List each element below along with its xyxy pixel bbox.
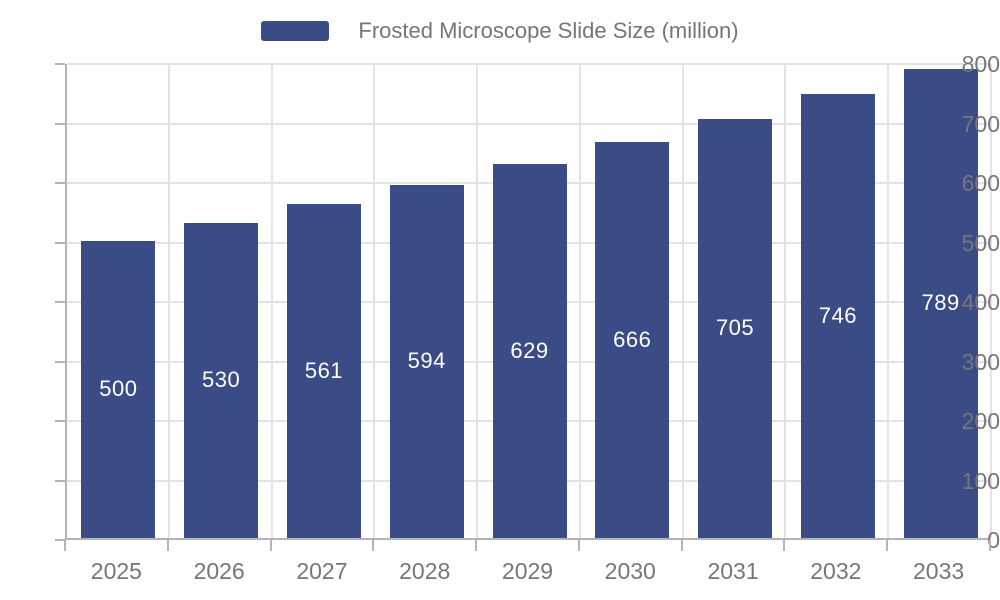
y-axis-tick	[55, 360, 65, 363]
x-axis-tick	[989, 540, 991, 551]
y-axis-tick	[55, 63, 65, 65]
y-tick-label: 800	[961, 51, 1000, 77]
gridline-vertical	[578, 64, 581, 538]
y-tick-label: 100	[961, 467, 1000, 494]
gridline-vertical	[373, 64, 376, 538]
legend-label[interactable]: Frosted Microscope Slide Size (million)	[358, 18, 739, 43]
x-axis-tick	[680, 540, 683, 551]
y-axis-tick	[55, 420, 65, 422]
x-tick-label: 2032	[810, 558, 862, 584]
legend[interactable]: Frosted Microscope Slide Size (million)	[0, 17, 1000, 45]
bar-value-label: 500	[99, 376, 138, 402]
bar-value-label: 561	[304, 358, 344, 384]
bar-2032[interactable]: 746	[800, 94, 875, 538]
gridline-vertical	[167, 64, 170, 538]
y-axis-tick	[55, 539, 65, 541]
legend-swatch[interactable]	[261, 21, 330, 41]
y-axis-tick	[55, 241, 65, 244]
y-tick-label: 300	[961, 348, 1000, 375]
gridline-vertical	[990, 64, 992, 538]
y-tick-label: 400	[961, 289, 1000, 315]
bar-2029[interactable]: 629	[492, 163, 567, 538]
gridline-horizontal	[67, 63, 990, 65]
x-axis-tick	[166, 540, 169, 551]
x-tick-label: 2028	[399, 558, 451, 584]
gridline-vertical	[784, 64, 787, 538]
bar-2027[interactable]: 561	[286, 204, 361, 538]
x-tick-label: 2026	[193, 558, 245, 584]
x-axis-tick	[64, 540, 66, 551]
y-tick-label: 700	[961, 110, 1000, 137]
y-axis-tick	[55, 122, 65, 125]
gridline-vertical	[270, 64, 273, 538]
y-axis-tick	[55, 182, 65, 184]
bar-2031[interactable]: 705	[698, 118, 773, 538]
x-axis-tick	[577, 540, 580, 551]
x-axis-tick	[269, 540, 272, 551]
y-tick-label: 0	[987, 527, 1000, 553]
y-axis-tick	[55, 479, 65, 482]
bar-2030[interactable]: 666	[595, 141, 670, 538]
gridline-horizontal	[67, 122, 990, 125]
bar-value-label: 629	[510, 337, 549, 363]
plot-area: 500 530 561 594 629 666 705 746 789	[65, 63, 992, 540]
x-tick-label: 2025	[90, 558, 142, 584]
gridline-vertical	[681, 64, 684, 538]
gridline-vertical	[476, 64, 479, 538]
bar-value-label: 530	[202, 367, 241, 393]
bar-value-label: 789	[921, 290, 960, 316]
bar-value-label: 746	[818, 303, 857, 329]
bar-value-label: 666	[613, 326, 652, 352]
y-tick-label: 500	[961, 229, 1000, 256]
bar-2028[interactable]: 594	[389, 184, 464, 538]
x-tick-label: 2030	[604, 558, 656, 584]
x-axis-tick	[372, 540, 375, 551]
x-axis-tick	[886, 540, 889, 551]
y-axis-tick	[55, 301, 65, 303]
y-tick-label: 200	[961, 408, 1000, 434]
x-axis-tick	[783, 540, 786, 551]
x-tick-label: 2027	[296, 558, 348, 584]
bar-2025[interactable]: 500	[81, 240, 156, 538]
gridline-vertical	[887, 64, 890, 538]
bar-value-label: 705	[715, 315, 755, 341]
bar-2026[interactable]: 530	[184, 222, 259, 538]
bar-value-label: 594	[407, 348, 446, 374]
bar-2033[interactable]: 789	[903, 68, 978, 538]
y-tick-label: 600	[961, 170, 1000, 196]
x-tick-label: 2033	[913, 558, 965, 584]
x-tick-label: 2029	[501, 558, 554, 584]
x-axis-tick	[475, 540, 478, 551]
x-tick-label: 2031	[707, 558, 759, 584]
